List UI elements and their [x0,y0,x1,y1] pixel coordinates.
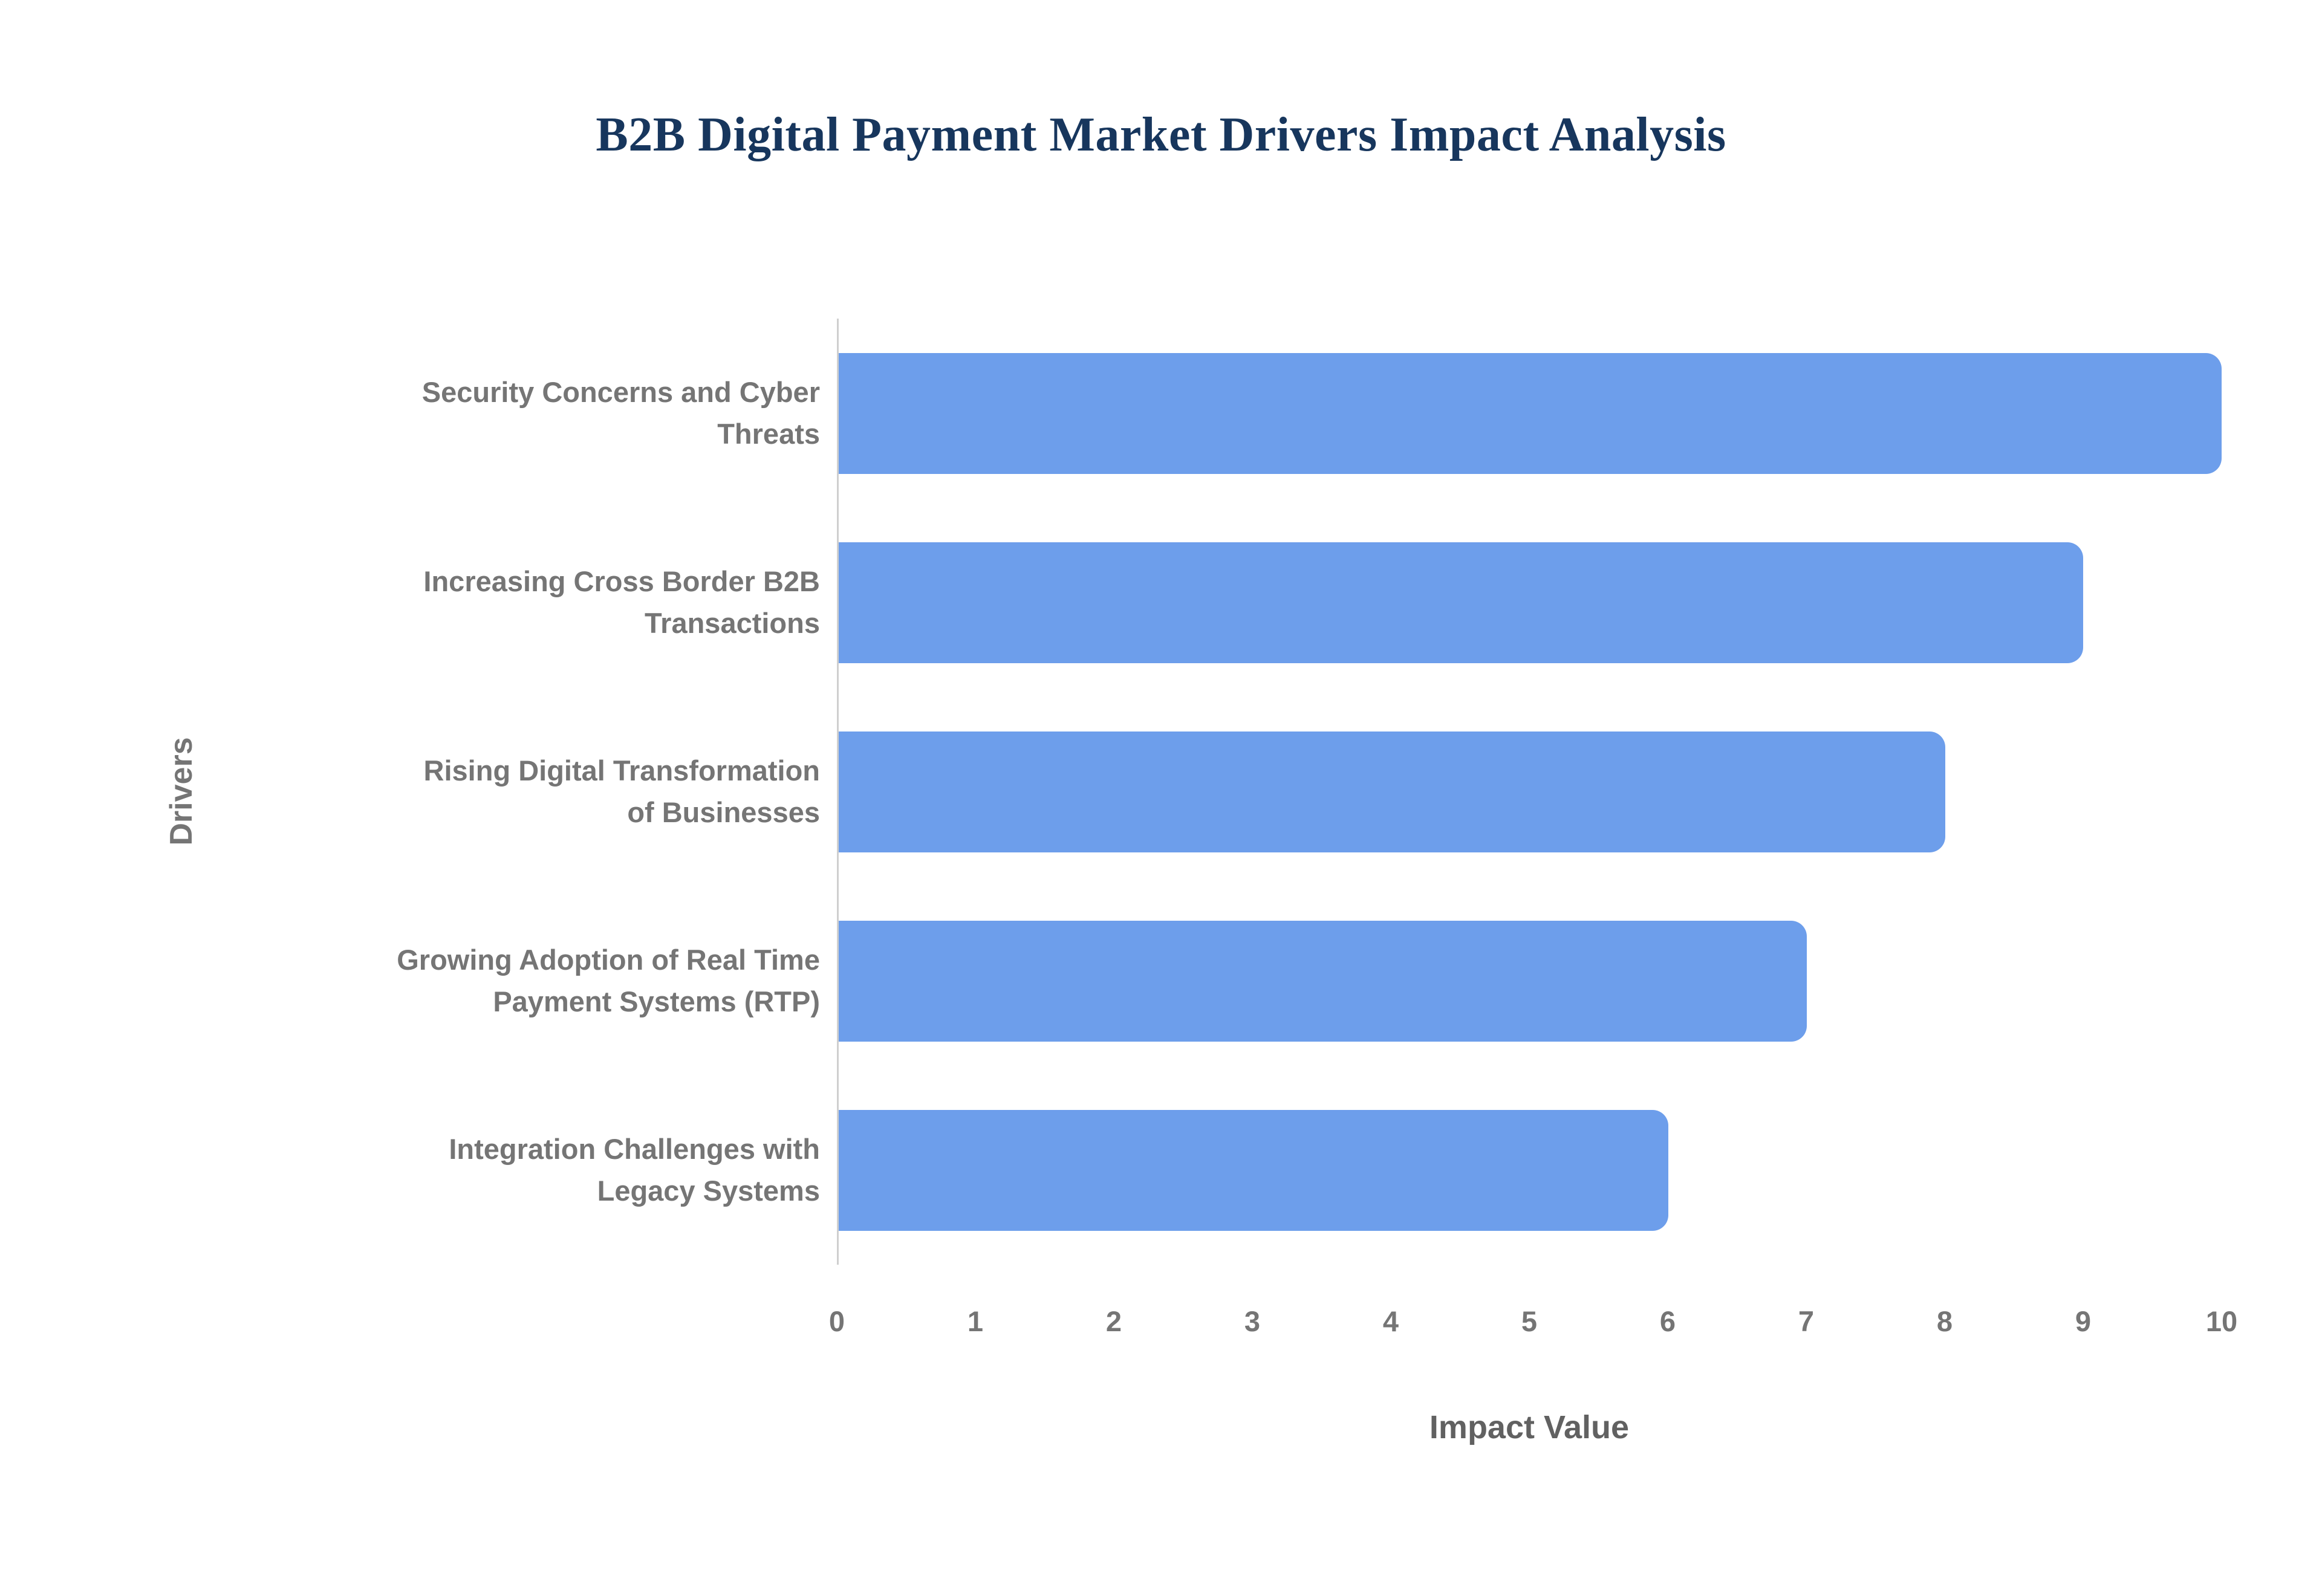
bar[interactable] [839,352,2222,474]
bar-row [839,697,2222,886]
chart-title: B2B Digital Payment Market Drivers Impac… [596,108,1726,161]
bar-row [839,508,2222,697]
x-tick-label: 7 [1798,1305,1815,1337]
x-tick-label: 6 [1659,1305,1676,1337]
category-slot: Integration Challenges with Legacy Syste… [230,1075,820,1265]
category-slot: Increasing Cross Border B2B Transactions [230,508,820,697]
category-label: Growing Adoption of Real Time Payment Sy… [397,944,820,1017]
x-tick-label: 8 [1936,1305,1953,1337]
category-slot: Growing Adoption of Real Time Payment Sy… [230,886,820,1075]
category-label: Integration Challenges with Legacy Syste… [449,1133,820,1207]
x-axis: 0 1 2 3 4 5 6 7 8 9 10 [829,1305,2237,1347]
bar[interactable] [839,731,1945,852]
bar-row [839,1075,2222,1265]
plot-area [837,319,2222,1265]
y-axis-title: Drivers [164,737,199,846]
x-tick-label: 5 [1521,1305,1538,1337]
category-label: Increasing Cross Border B2B Transactions [423,565,820,639]
category-label: Rising Digital Transformation of Busines… [423,754,820,828]
bar[interactable] [839,920,1807,1042]
category-label: Security Concerns and Cyber Threats [421,376,820,450]
bar[interactable] [839,1109,1669,1231]
x-tick-label: 4 [1382,1305,1399,1337]
x-tick-label: 2 [1105,1305,1122,1337]
x-axis-title: Impact Value [1429,1409,1630,1445]
x-tick-label: 10 [2205,1305,2238,1337]
x-tick-label: 9 [2075,1305,2092,1337]
bar-row [839,319,2222,508]
category-axis: Security Concerns and Cyber Threats Incr… [230,319,820,1265]
x-tick-label: 1 [967,1305,984,1337]
bar-row [839,886,2222,1075]
category-slot: Security Concerns and Cyber Threats [230,319,820,508]
bar[interactable] [839,542,2084,663]
x-tick-label: 3 [1244,1305,1261,1337]
x-tick-label: 0 [828,1305,845,1337]
category-slot: Rising Digital Transformation of Busines… [230,697,820,886]
